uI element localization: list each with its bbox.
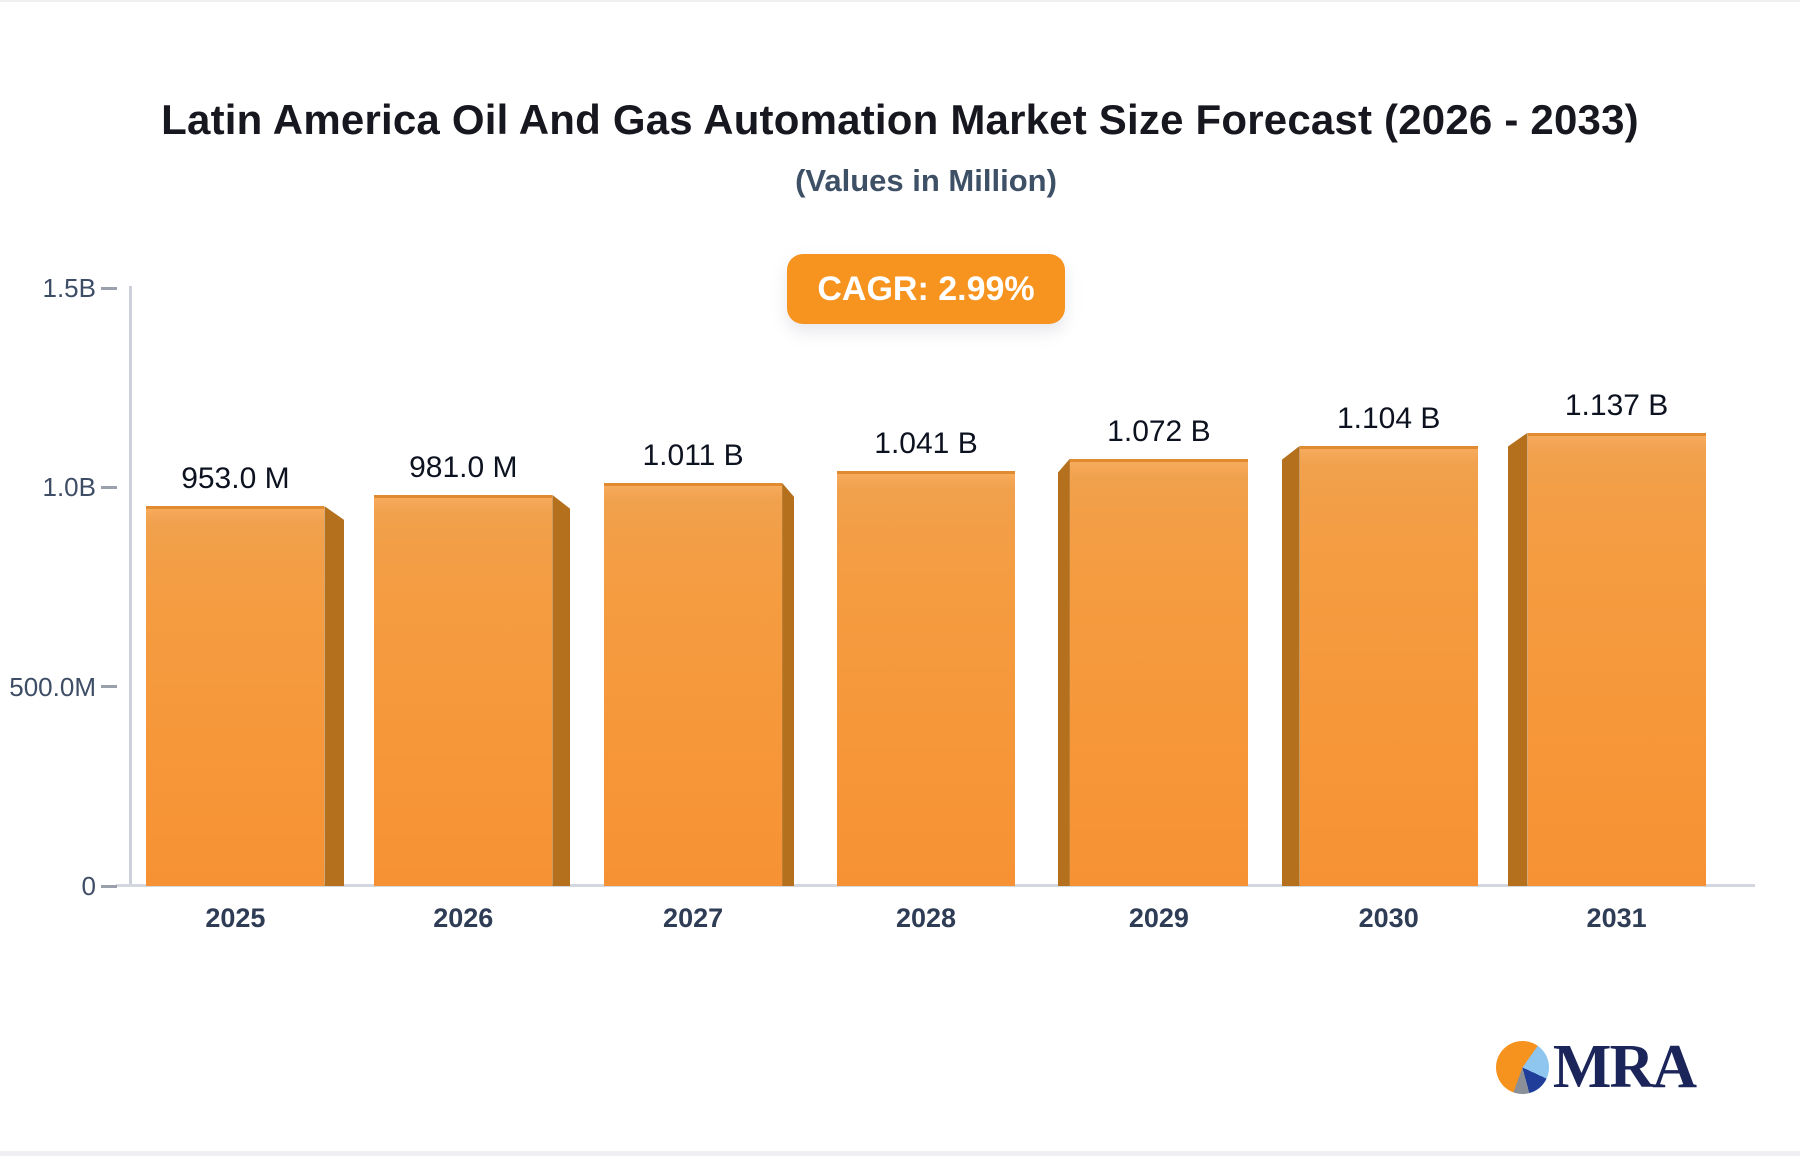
bar-side-face	[324, 506, 345, 886]
cagr-badge: CAGR: 2.99%	[787, 254, 1065, 324]
y-axis-tick-label: 500.0M	[9, 671, 96, 702]
bar-side-face	[552, 494, 571, 886]
bar-value-label: 953.0 M	[181, 462, 290, 496]
bar-front-face	[1069, 458, 1248, 886]
x-axis-category-label: 2025	[205, 903, 266, 933]
bar-value-label: 1.137 B	[1564, 388, 1669, 422]
bar-value-label: 1.104 B	[1336, 401, 1441, 435]
x-axis-category-label: 2030	[1358, 903, 1419, 933]
y-axis-line	[129, 286, 132, 887]
bar-side-face	[1281, 445, 1300, 886]
y-axis-tick-label: 1.5B	[42, 273, 97, 303]
x-axis-category-label: 2028	[895, 903, 957, 933]
x-axis-category-label: 2026	[433, 903, 494, 933]
bar-2031	[1507, 432, 1706, 886]
bar-value-label: 1.041 B	[874, 427, 978, 460]
x-axis-category-label: 2029	[1128, 903, 1189, 933]
bar-front-face	[837, 471, 1015, 886]
bar-2028	[837, 471, 1015, 886]
y-axis-tick	[101, 485, 117, 489]
bar-2030	[1281, 445, 1478, 886]
bar-2029	[1057, 458, 1248, 886]
y-axis-tick-label: 1.0B	[42, 472, 97, 503]
top-edge-divider	[0, 0, 1800, 2]
bar-side-face	[1507, 432, 1528, 886]
bar-2025	[146, 506, 345, 886]
brand-logo-text: MRA	[1552, 1033, 1697, 1101]
bar-value-label: 981.0 M	[409, 450, 518, 484]
bar-2026	[374, 494, 571, 886]
chart-subtitle: (Values in Million)	[795, 163, 1057, 198]
bar-front-face	[604, 482, 783, 886]
brand-logo: MRA	[1495, 1033, 1697, 1101]
bar-front-face	[374, 494, 553, 886]
y-axis-tick-label: 0	[81, 871, 96, 901]
y-axis-tick	[101, 685, 117, 689]
y-axis-tick	[101, 884, 117, 888]
x-axis-category-label: 2027	[663, 903, 724, 933]
x-axis-category-label: 2031	[1586, 903, 1647, 933]
bar-front-face	[1527, 432, 1706, 886]
bar-2027	[604, 482, 795, 886]
chart-title: Latin America Oil And Gas Automation Mar…	[161, 96, 1639, 143]
pie-chart-icon	[1495, 1040, 1549, 1094]
y-axis-tick	[101, 286, 117, 290]
bar-side-face	[1057, 458, 1070, 886]
bar-value-label: 1.072 B	[1107, 414, 1211, 448]
bar-value-label: 1.011 B	[642, 438, 744, 472]
cagr-badge-wrap: CAGR: 2.99%	[132, 254, 1720, 324]
bar-side-face	[782, 482, 795, 886]
bottom-edge-divider	[0, 1151, 1800, 1156]
bar-front-face	[1299, 445, 1478, 886]
bar-front-face	[146, 506, 325, 886]
